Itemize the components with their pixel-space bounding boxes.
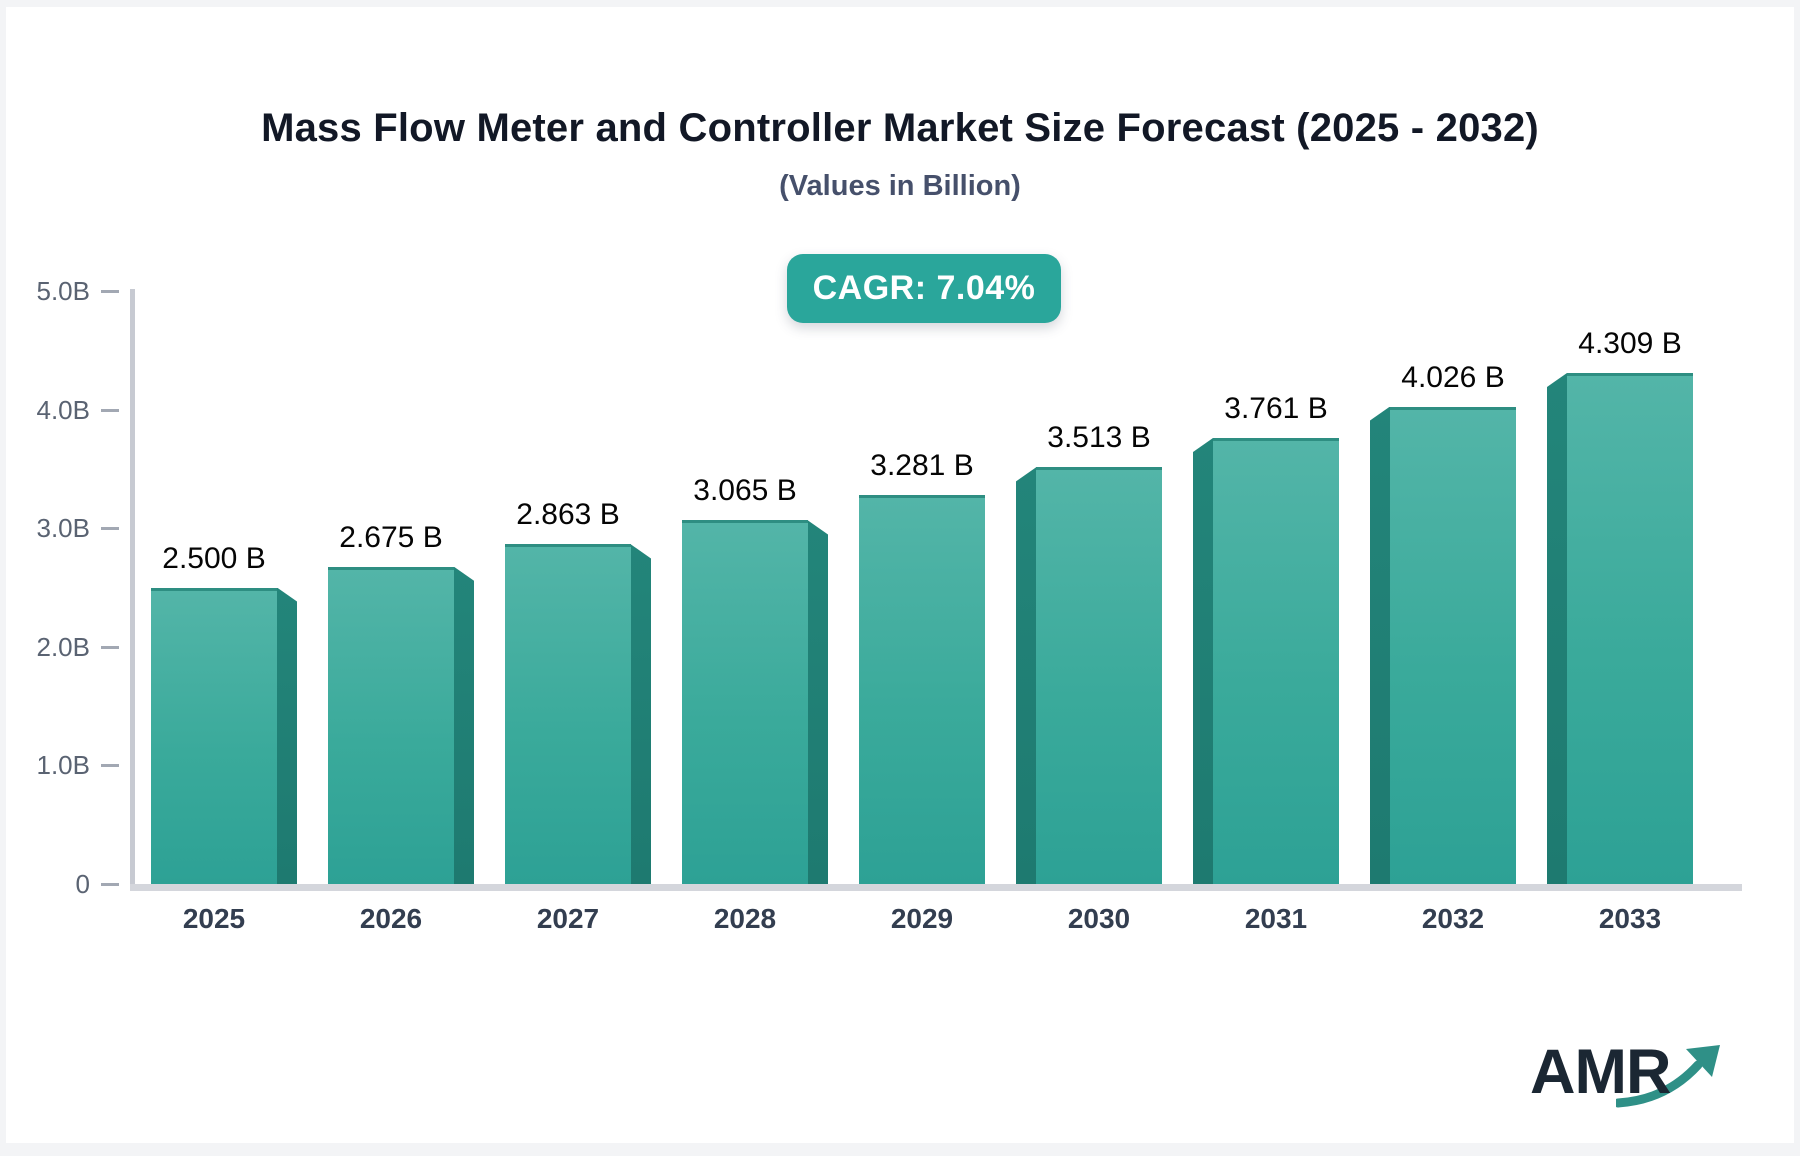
y-tick-label: 0 xyxy=(75,869,90,899)
bar xyxy=(151,587,277,884)
cagr-badge: CAGR: 7.04% xyxy=(787,254,1061,323)
bar-side-panel xyxy=(277,587,297,884)
bar xyxy=(859,494,985,884)
chart-subtitle: (Values in Billion) xyxy=(779,170,1021,202)
growth-arrow-icon xyxy=(1616,1045,1720,1108)
y-tick-mark xyxy=(101,883,119,886)
y-tick-label: 2.0B xyxy=(36,631,91,662)
bar xyxy=(1036,467,1162,884)
bar-value-label: 3.761 B xyxy=(1224,391,1328,425)
y-tick-mark xyxy=(101,408,119,412)
x-tick-label: 2031 xyxy=(1244,903,1308,934)
x-tick-label: 2025 xyxy=(182,903,246,934)
x-tick-label: 2032 xyxy=(1421,903,1485,934)
bar-value-label: 2.500 B xyxy=(162,541,266,575)
bar-side-panel xyxy=(808,520,828,884)
y-tick-label: 4.0B xyxy=(36,394,91,425)
y-tick-label: 3.0B xyxy=(36,513,91,544)
amr-logo: AMR xyxy=(1530,1036,1730,1116)
bar-value-label: 2.863 B xyxy=(516,498,620,532)
x-tick-label: 2029 xyxy=(890,903,954,934)
y-tick-mark xyxy=(101,645,119,649)
y-axis-line xyxy=(130,289,135,884)
y-tick-mark xyxy=(101,527,119,531)
bar xyxy=(505,544,631,884)
cagr-badge-label: CAGR: 7.04% xyxy=(812,269,1036,307)
amr-logo-text: AMR xyxy=(1530,1037,1671,1107)
bar xyxy=(682,520,808,884)
bar xyxy=(1213,437,1339,884)
bar-side-panel xyxy=(1193,437,1213,884)
bar-value-label: 4.309 B xyxy=(1578,326,1682,360)
chart-title: Mass Flow Meter and Controller Market Si… xyxy=(261,106,1539,150)
bar xyxy=(1390,406,1516,884)
x-tick-label: 2028 xyxy=(713,903,777,934)
y-tick-mark xyxy=(101,764,119,768)
y-tick-mark xyxy=(101,290,119,293)
x-tick-label: 2026 xyxy=(359,903,423,934)
x-axis-line xyxy=(130,884,1742,891)
bar-side-panel xyxy=(454,566,474,884)
bar-value-label: 2.675 B xyxy=(339,520,443,554)
bar-value-label: 3.513 B xyxy=(1047,421,1151,455)
x-tick-label: 2030 xyxy=(1067,903,1131,934)
bar-side-panel xyxy=(1547,372,1567,884)
bar-side-panel xyxy=(1370,406,1390,884)
bar-value-label: 3.281 B xyxy=(870,448,974,482)
bar-value-label: 3.065 B xyxy=(693,474,797,508)
bar-side-panel xyxy=(631,544,651,884)
bar-value-label: 4.026 B xyxy=(1401,360,1505,394)
bar xyxy=(328,566,454,884)
bar-side-panel xyxy=(1016,467,1036,884)
bar xyxy=(1567,372,1693,884)
y-tick-label: 1.0B xyxy=(36,750,91,781)
x-tick-label: 2027 xyxy=(536,903,600,934)
y-tick-label: 5.0B xyxy=(36,276,91,306)
x-tick-label: 2033 xyxy=(1598,903,1662,934)
